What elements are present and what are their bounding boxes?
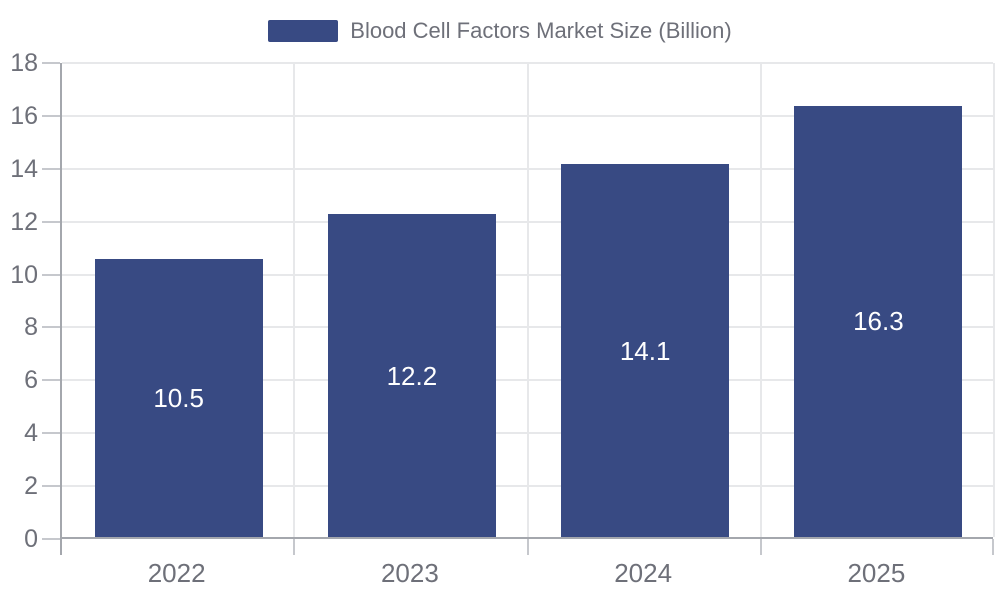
x-axis-tick: [293, 539, 296, 555]
gridline-vertical: [526, 63, 529, 537]
y-axis-tick: [42, 432, 60, 435]
y-axis-label: 18: [10, 49, 38, 77]
y-axis-tick: [42, 220, 60, 223]
y-axis-label: 12: [10, 207, 38, 236]
y-axis-extension: [60, 539, 62, 555]
x-axis-label: 2023: [380, 558, 439, 588]
bar-value-label: 14.1: [619, 335, 671, 366]
legend-swatch: [268, 20, 339, 42]
y-axis-label: 6: [24, 366, 38, 395]
bar-2025: 16.3: [794, 105, 963, 537]
legend-label: Blood Cell Factors Market Size (Billion): [350, 18, 732, 43]
legend-item[interactable]: Blood Cell Factors Market Size (Billion): [0, 14, 1000, 48]
x-axis-label: 2024: [614, 558, 673, 588]
bar-2022: 10.5: [94, 259, 263, 537]
y-axis-label: 4: [24, 419, 38, 448]
bar-value-label: 16.3: [853, 306, 904, 337]
x-axis-tick: [759, 539, 762, 555]
bar-2023: 12.2: [327, 214, 496, 537]
y-axis-label: 2: [24, 472, 38, 501]
y-axis-tick: [42, 167, 60, 170]
x-axis-tick: [992, 539, 994, 555]
x-axis-label: 2025: [847, 558, 906, 588]
y-axis-tick: [42, 538, 60, 540]
gridline-vertical: [993, 63, 995, 537]
y-axis-label: 10: [10, 260, 38, 289]
y-axis-label: 0: [24, 525, 38, 553]
y-axis-label: 8: [24, 313, 38, 342]
y-axis-label: 16: [10, 101, 38, 130]
bar-value-label: 12.2: [386, 360, 438, 391]
y-axis-tick: [42, 326, 60, 329]
x-axis-tick: [526, 539, 529, 555]
y-axis-label: 14: [10, 154, 38, 183]
y-axis-tick: [42, 485, 60, 488]
y-axis-tick: [42, 114, 60, 117]
y-axis-tick: [42, 62, 60, 64]
plot-area: 10.5 12.2 14.1 16.3: [60, 62, 995, 539]
y-axis-tick: [42, 273, 60, 276]
x-axis-label: 2022: [147, 558, 206, 588]
gridline-vertical: [293, 63, 296, 537]
bar-value-label: 10.5: [153, 383, 204, 414]
y-axis-tick: [42, 379, 60, 382]
gridline-vertical: [759, 63, 762, 537]
bar-2024: 14.1: [561, 164, 730, 537]
